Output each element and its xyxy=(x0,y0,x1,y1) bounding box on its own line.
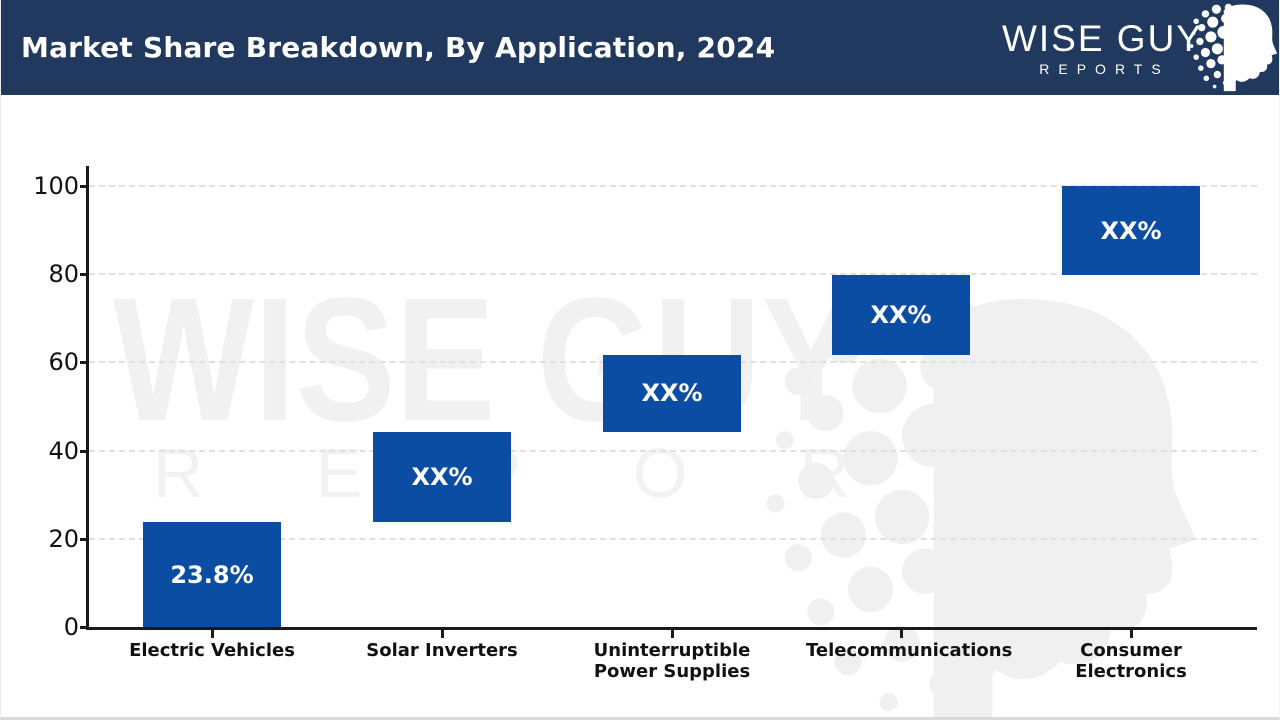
header-band: Market Share Breakdown, By Application, … xyxy=(1,0,1280,95)
y-tick-mark xyxy=(80,449,89,453)
bar-value-label: XX% xyxy=(641,379,703,408)
chart-title: Market Share Breakdown, By Application, … xyxy=(21,31,776,64)
x-axis-line xyxy=(86,627,1257,630)
wise-guy-reports-logo: WISE GUY REPORTS xyxy=(1002,3,1280,93)
x-tick-mark xyxy=(441,630,444,638)
y-tick-label: 40 xyxy=(48,436,79,465)
bar-segment: 23.8% xyxy=(143,522,281,627)
bar-value-label: XX% xyxy=(1100,216,1162,245)
x-tick-label: Uninterruptible Power Supplies xyxy=(593,640,751,683)
y-tick-label: 60 xyxy=(48,348,79,377)
y-tick-mark xyxy=(80,185,89,188)
bar-value-label: 23.8% xyxy=(170,560,254,589)
bar-segment: XX% xyxy=(1062,186,1200,275)
y-tick-mark xyxy=(80,626,89,629)
x-tick-label: Solar Inverters xyxy=(366,640,518,661)
watermark-name: WISE GUY xyxy=(113,262,862,458)
gridline xyxy=(89,537,1257,540)
x-tick-mark xyxy=(211,630,214,638)
gridline xyxy=(89,185,1257,187)
y-tick-mark xyxy=(80,361,89,365)
logo-text: WISE GUY REPORTS xyxy=(1002,20,1203,76)
logo-head-icon xyxy=(1187,1,1279,93)
bar-segment: XX% xyxy=(832,274,970,355)
logo-tagline: REPORTS xyxy=(1039,60,1170,77)
y-tick-label: 20 xyxy=(48,524,79,553)
bar-value-label: XX% xyxy=(411,463,473,492)
y-tick-mark xyxy=(80,273,89,277)
y-tick-label: 80 xyxy=(48,260,79,289)
x-tick-label: Electric Vehicles xyxy=(129,640,295,661)
y-axis-line xyxy=(86,166,89,630)
x-tick-mark xyxy=(1130,630,1133,638)
logo-name: WISE GUY xyxy=(1001,17,1203,59)
x-tick-label: Telecommunications xyxy=(806,640,1013,661)
x-tick-label: Consumer Electronics xyxy=(1075,640,1187,683)
y-tick-label: 0 xyxy=(63,613,79,641)
x-tick-mark xyxy=(671,630,674,638)
x-tick-mark xyxy=(900,630,903,638)
bar-segment: XX% xyxy=(373,432,511,523)
y-tick-mark xyxy=(80,537,89,541)
gridline xyxy=(89,273,1257,276)
y-tick-label: 100 xyxy=(33,172,79,200)
gridline xyxy=(89,449,1257,452)
bar-segment: XX% xyxy=(603,354,741,433)
bar-value-label: XX% xyxy=(870,300,932,329)
